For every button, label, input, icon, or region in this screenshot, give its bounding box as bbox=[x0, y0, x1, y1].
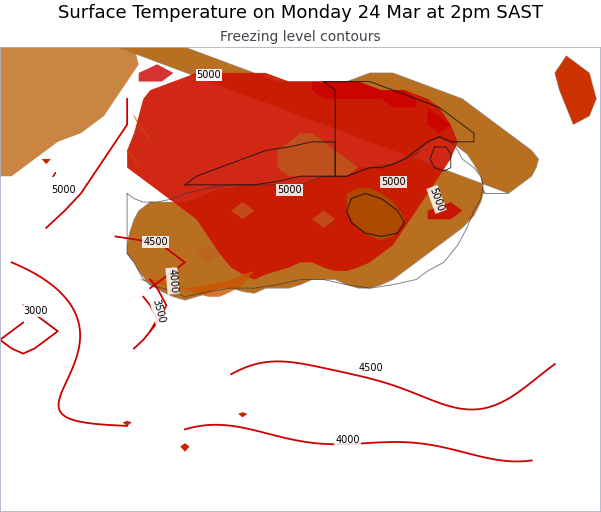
Polygon shape bbox=[428, 108, 451, 133]
Text: 4500: 4500 bbox=[358, 363, 383, 373]
Text: 3000: 3000 bbox=[23, 306, 47, 316]
Polygon shape bbox=[139, 65, 173, 81]
Polygon shape bbox=[312, 210, 335, 228]
Polygon shape bbox=[127, 73, 458, 280]
Text: Surface Temperature on Monday 24 Mar at 2pm SAST: Surface Temperature on Monday 24 Mar at … bbox=[58, 4, 543, 22]
Text: 5000: 5000 bbox=[197, 70, 221, 80]
Text: 5000: 5000 bbox=[197, 70, 221, 80]
Polygon shape bbox=[197, 245, 219, 262]
Polygon shape bbox=[347, 188, 404, 240]
Polygon shape bbox=[41, 159, 51, 164]
Polygon shape bbox=[139, 271, 254, 297]
Polygon shape bbox=[123, 421, 132, 426]
Polygon shape bbox=[0, 0, 538, 300]
Polygon shape bbox=[238, 412, 248, 417]
Polygon shape bbox=[0, 0, 139, 176]
Text: 5000: 5000 bbox=[382, 177, 406, 187]
Polygon shape bbox=[162, 280, 185, 297]
Polygon shape bbox=[180, 443, 189, 452]
Text: 5000: 5000 bbox=[428, 186, 445, 212]
Polygon shape bbox=[278, 133, 358, 176]
Text: 4500: 4500 bbox=[143, 237, 168, 247]
Text: Freezing level contours: Freezing level contours bbox=[220, 30, 381, 44]
Polygon shape bbox=[312, 81, 416, 108]
Text: 3500: 3500 bbox=[150, 298, 166, 325]
Polygon shape bbox=[555, 56, 596, 124]
Polygon shape bbox=[428, 202, 462, 219]
Polygon shape bbox=[231, 202, 254, 219]
Text: 5000: 5000 bbox=[51, 185, 76, 196]
Text: 4000: 4000 bbox=[166, 268, 178, 293]
Text: 4000: 4000 bbox=[335, 435, 359, 445]
Text: 5000: 5000 bbox=[278, 185, 302, 196]
